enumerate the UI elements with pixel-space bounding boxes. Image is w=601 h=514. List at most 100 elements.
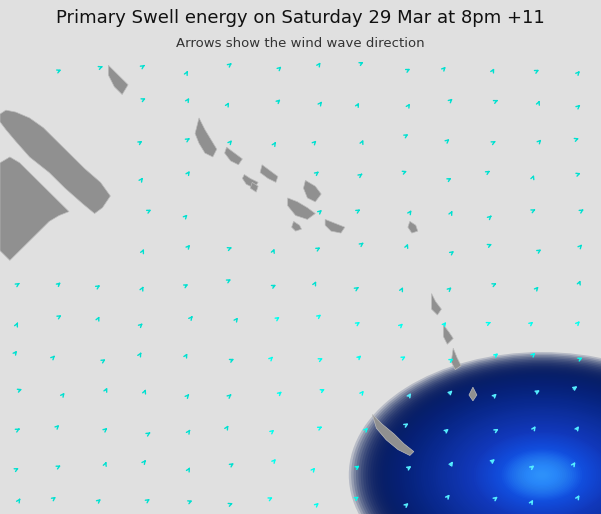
Text: Primary Swell energy on Saturday 29 Mar at 8pm +11: Primary Swell energy on Saturday 29 Mar …	[56, 9, 545, 27]
Polygon shape	[195, 118, 217, 157]
Ellipse shape	[387, 376, 601, 514]
Ellipse shape	[533, 469, 551, 481]
Ellipse shape	[526, 465, 558, 485]
Polygon shape	[250, 182, 258, 192]
Ellipse shape	[433, 406, 601, 514]
Ellipse shape	[457, 420, 601, 514]
Ellipse shape	[535, 471, 548, 479]
Ellipse shape	[534, 470, 550, 480]
Ellipse shape	[538, 472, 546, 478]
Ellipse shape	[532, 468, 552, 482]
Polygon shape	[444, 325, 453, 344]
Ellipse shape	[452, 418, 601, 514]
Polygon shape	[108, 65, 128, 95]
Ellipse shape	[514, 457, 570, 493]
Polygon shape	[408, 222, 418, 233]
Ellipse shape	[510, 454, 574, 495]
Polygon shape	[0, 110, 111, 213]
Polygon shape	[291, 222, 302, 231]
Ellipse shape	[497, 447, 587, 503]
Ellipse shape	[489, 442, 594, 508]
Text: Arrows show the wind wave direction: Arrows show the wind wave direction	[176, 37, 425, 50]
Ellipse shape	[499, 448, 584, 502]
Polygon shape	[260, 165, 278, 182]
Ellipse shape	[516, 458, 568, 492]
Ellipse shape	[493, 444, 590, 506]
Ellipse shape	[531, 468, 553, 482]
Ellipse shape	[504, 451, 579, 499]
Ellipse shape	[450, 416, 601, 514]
Ellipse shape	[368, 364, 601, 514]
Ellipse shape	[521, 462, 563, 488]
Ellipse shape	[505, 452, 578, 498]
Ellipse shape	[377, 371, 601, 514]
Polygon shape	[0, 157, 69, 261]
Ellipse shape	[523, 463, 560, 487]
Ellipse shape	[353, 355, 601, 514]
Ellipse shape	[423, 399, 601, 514]
Ellipse shape	[373, 368, 601, 514]
Polygon shape	[451, 348, 461, 370]
Polygon shape	[242, 175, 258, 188]
Ellipse shape	[474, 431, 601, 514]
Ellipse shape	[488, 440, 596, 509]
Ellipse shape	[411, 392, 601, 514]
Ellipse shape	[416, 395, 601, 514]
Ellipse shape	[459, 422, 601, 514]
Ellipse shape	[462, 424, 601, 514]
Ellipse shape	[418, 396, 601, 514]
Ellipse shape	[361, 360, 601, 514]
Ellipse shape	[409, 390, 601, 514]
Ellipse shape	[365, 363, 601, 514]
Ellipse shape	[382, 373, 601, 514]
Ellipse shape	[438, 409, 601, 514]
Ellipse shape	[507, 453, 576, 497]
Ellipse shape	[430, 404, 601, 514]
Ellipse shape	[526, 465, 558, 485]
Ellipse shape	[519, 461, 565, 490]
Ellipse shape	[435, 407, 601, 514]
Ellipse shape	[517, 460, 566, 490]
Ellipse shape	[498, 447, 587, 503]
Ellipse shape	[511, 456, 572, 494]
Ellipse shape	[401, 386, 601, 514]
Ellipse shape	[492, 443, 593, 507]
Ellipse shape	[447, 415, 601, 514]
Ellipse shape	[507, 453, 577, 497]
Ellipse shape	[535, 471, 548, 479]
Ellipse shape	[520, 461, 564, 489]
Polygon shape	[469, 387, 477, 401]
Ellipse shape	[413, 393, 601, 514]
Polygon shape	[373, 414, 414, 455]
Ellipse shape	[421, 398, 601, 514]
Polygon shape	[288, 198, 316, 219]
Ellipse shape	[358, 358, 601, 514]
Ellipse shape	[426, 401, 601, 514]
Ellipse shape	[394, 381, 601, 514]
Ellipse shape	[351, 354, 601, 514]
Ellipse shape	[385, 375, 601, 514]
Ellipse shape	[440, 410, 601, 514]
Polygon shape	[304, 180, 321, 202]
Ellipse shape	[464, 425, 601, 514]
Ellipse shape	[466, 427, 601, 514]
Ellipse shape	[483, 437, 601, 512]
Ellipse shape	[397, 382, 601, 514]
Ellipse shape	[428, 402, 601, 514]
Ellipse shape	[469, 428, 601, 514]
Ellipse shape	[522, 462, 562, 488]
Ellipse shape	[495, 446, 588, 505]
Ellipse shape	[481, 436, 601, 514]
Ellipse shape	[356, 357, 601, 514]
Ellipse shape	[529, 467, 554, 483]
Polygon shape	[432, 293, 441, 315]
Ellipse shape	[399, 384, 601, 514]
Ellipse shape	[375, 369, 601, 514]
Ellipse shape	[504, 451, 581, 500]
Ellipse shape	[499, 448, 584, 502]
Ellipse shape	[509, 454, 575, 495]
Ellipse shape	[492, 444, 591, 506]
Ellipse shape	[370, 366, 601, 514]
Ellipse shape	[478, 434, 601, 514]
Ellipse shape	[471, 430, 601, 514]
